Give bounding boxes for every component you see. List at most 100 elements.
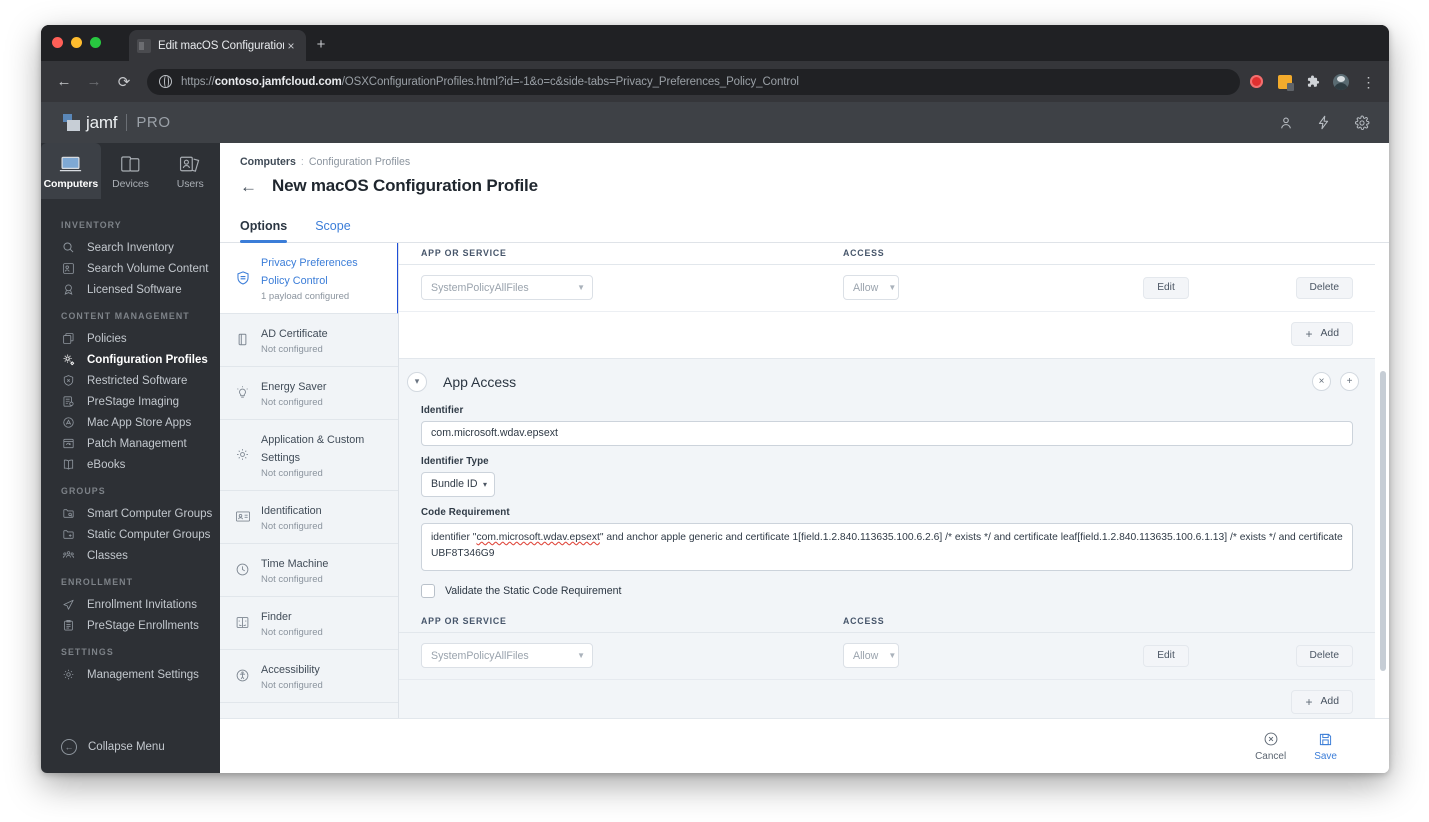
breadcrumb-item-configuration-profiles[interactable]: Configuration Profiles xyxy=(308,156,411,168)
sidebar-item-restricted-software[interactable]: Restricted Software xyxy=(41,370,220,391)
app-access-table-add-row: + Add xyxy=(399,680,1375,718)
edit-button[interactable]: Edit xyxy=(1143,276,1189,299)
address-bar[interactable]: https://contoso.jamfcloud.com/OSXConfigu… xyxy=(147,68,1240,95)
app-or-service-select[interactable]: SystemPolicyAllFiles ▼ xyxy=(421,275,593,301)
add-button[interactable]: + Add xyxy=(1291,689,1353,714)
sidebar-item-prestage-imaging[interactable]: PreStage Imaging xyxy=(41,391,220,412)
browser-tab[interactable]: Edit macOS Configuration Profi × xyxy=(129,30,306,61)
sidebar-item-label: Configuration Profiles xyxy=(87,353,208,366)
add-section-button[interactable]: + xyxy=(1340,371,1359,391)
sidebar-item-policies[interactable]: Policies xyxy=(41,328,220,349)
forward-icon[interactable]: → xyxy=(86,73,102,90)
tab-scope[interactable]: Scope xyxy=(315,218,351,233)
sidebar-item-patch-management[interactable]: Patch Management xyxy=(41,433,220,454)
delete-button[interactable]: Delete xyxy=(1295,276,1353,299)
payload-item-application-custom-settings[interactable]: Application & Custom Settings Not config… xyxy=(220,420,398,491)
chrome-menu-icon[interactable]: ⋮ xyxy=(1361,73,1376,90)
sidebar-tab-computers[interactable]: Computers xyxy=(41,143,101,199)
sidebar-item-smart-computer-groups[interactable]: Smart Computer Groups xyxy=(41,503,220,524)
sidebar-item-enrollment-invitations[interactable]: Enrollment Invitations xyxy=(41,594,220,615)
close-icon[interactable]: × xyxy=(287,38,295,53)
bolt-icon[interactable] xyxy=(1314,113,1333,132)
sidebar: Computers Devices Users xyxy=(41,143,220,773)
minimize-window-button[interactable] xyxy=(71,37,82,48)
app-or-service-select[interactable]: SystemPolicyAllFiles ▼ xyxy=(421,643,593,669)
sidebar-item-licensed-software[interactable]: Licensed Software xyxy=(41,279,220,300)
gear-icon[interactable] xyxy=(1352,113,1371,132)
site-info-globe-icon[interactable] xyxy=(159,74,172,88)
notes-extension-icon[interactable] xyxy=(1276,73,1294,91)
access-select[interactable]: Allow ▼ xyxy=(843,275,899,301)
jamf-logo-icon xyxy=(63,114,80,131)
sidebar-item-prestage-enrollments[interactable]: PreStage Enrollments xyxy=(41,615,220,636)
sidebar-item-static-computer-groups[interactable]: Static Computer Groups xyxy=(41,524,220,545)
code-requirement-field-block: Code Requirement identifier "com.microso… xyxy=(399,497,1375,571)
sidebar-item-ebooks[interactable]: eBooks xyxy=(41,454,220,475)
validate-static-code-requirement-checkbox[interactable] xyxy=(421,583,435,598)
sidebar-item-label: Static Computer Groups xyxy=(87,528,211,541)
top-table-add-row: + Add xyxy=(399,312,1375,358)
identifier-input[interactable]: com.microsoft.wdav.epsext xyxy=(421,420,1353,446)
profile-avatar[interactable] xyxy=(1332,73,1349,90)
user-icon[interactable] xyxy=(1276,113,1295,132)
back-arrow-icon[interactable]: ← xyxy=(240,176,257,196)
edit-button[interactable]: Edit xyxy=(1143,644,1189,667)
cancel-button[interactable]: Cancel xyxy=(1255,731,1286,762)
sidebar-item-management-settings[interactable]: Management Settings xyxy=(41,664,220,685)
record-icon[interactable] xyxy=(1248,73,1265,90)
payload-item-energy-saver[interactable]: Energy Saver Not configured xyxy=(220,367,398,420)
extensions-puzzle-icon[interactable] xyxy=(1304,73,1321,90)
payload-item-privacy-preferences-policy-control[interactable]: Privacy Preferences Policy Control 1 pay… xyxy=(220,242,398,314)
sidebar-item-search-inventory[interactable]: Search Inventory xyxy=(41,237,220,258)
main-content: Computers: Configuration Profiles ← New m… xyxy=(220,143,1389,773)
payload-item-identification[interactable]: Identification Not configured xyxy=(220,491,398,544)
identifier-type-value: Bundle ID xyxy=(431,478,478,491)
cell-access: Allow ▼ xyxy=(843,643,1143,669)
sidebar-item-label: Search Inventory xyxy=(87,241,174,254)
collapse-menu-button[interactable]: ← Collapse Menu xyxy=(41,739,165,755)
payload-item-label: Time Machine xyxy=(261,557,329,570)
payload-list[interactable]: Privacy Preferences Policy Control 1 pay… xyxy=(220,242,399,718)
remove-section-button[interactable]: × xyxy=(1312,371,1331,391)
payload-item-accessibility[interactable]: Accessibility Not configured xyxy=(220,650,398,703)
form-scrollbar[interactable] xyxy=(1378,243,1387,718)
identifier-type-select[interactable]: Bundle ID ▾ xyxy=(421,471,495,497)
sidebar-item-classes[interactable]: Classes xyxy=(41,545,220,566)
save-button[interactable]: Save xyxy=(1314,731,1337,762)
breadcrumb-item-computers[interactable]: Computers xyxy=(240,156,296,168)
add-button-label: Add xyxy=(1320,328,1340,340)
browser-window: Edit macOS Configuration Profi × + ← → ⟳… xyxy=(41,25,1389,773)
identifier-label: Identifier xyxy=(421,404,464,416)
tab-options[interactable]: Options xyxy=(240,219,288,243)
app-header: jamf PRO xyxy=(41,102,1389,143)
scrollbar-thumb[interactable] xyxy=(1380,370,1386,671)
payload-item-label: Identification xyxy=(261,504,322,517)
payload-item-status: Not configured xyxy=(261,520,323,532)
back-icon[interactable]: ← xyxy=(56,73,72,90)
payload-item-proxies[interactable]: Proxies Not configured xyxy=(220,703,398,718)
reload-icon[interactable]: ⟳ xyxy=(117,73,131,91)
url-scheme: https:// xyxy=(181,75,215,88)
add-button[interactable]: + Add xyxy=(1291,321,1353,346)
sidebar-tab-users[interactable]: Users xyxy=(160,143,220,199)
close-window-button[interactable] xyxy=(52,37,63,48)
code-requirement-textarea[interactable]: identifier "com.microsoft.wdav.epsext" a… xyxy=(421,522,1353,571)
code-req-prefix: identifier " xyxy=(431,531,477,543)
jamf-logo[interactable]: jamf PRO xyxy=(63,113,171,133)
new-tab-button[interactable]: + xyxy=(316,36,326,53)
delete-button[interactable]: Delete xyxy=(1295,644,1353,667)
sidebar-item-mac-app-store-apps[interactable]: Mac App Store Apps xyxy=(41,412,220,433)
payload-item-finder[interactable]: Finder Not configured xyxy=(220,597,398,650)
payload-item-time-machine[interactable]: Time Machine Not configured xyxy=(220,544,398,597)
payload-item-ad-certificate[interactable]: AD Certificate Not configured xyxy=(220,314,398,367)
column-header-app-or-service: APP OR SERVICE xyxy=(421,248,507,259)
payload-item-status: Not configured xyxy=(261,396,323,408)
sidebar-tab-devices[interactable]: Devices xyxy=(101,143,161,199)
maximize-window-button[interactable] xyxy=(90,37,101,48)
sidebar-item-search-volume-content[interactable]: Search Volume Content xyxy=(41,258,220,279)
chevron-down-icon[interactable]: ▾ xyxy=(407,371,427,392)
access-select[interactable]: Allow ▼ xyxy=(843,643,899,669)
sidebar-item-label: Restricted Software xyxy=(87,374,188,387)
chevron-down-icon: ▾ xyxy=(482,479,487,489)
sidebar-item-configuration-profiles[interactable]: Configuration Profiles xyxy=(41,349,220,370)
